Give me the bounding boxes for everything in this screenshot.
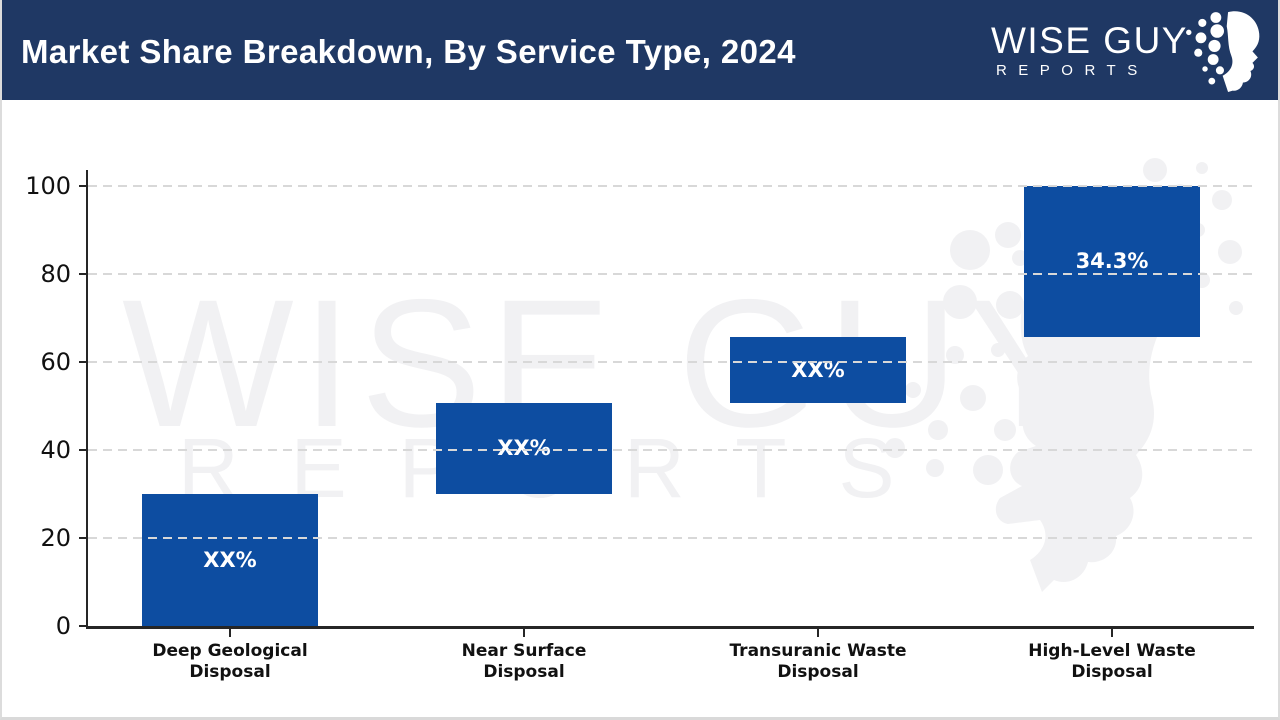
y-tick-label-20: 20 — [40, 524, 71, 552]
y-tick-label-60: 60 — [40, 348, 71, 376]
brand-face-icon — [1186, 11, 1260, 92]
gridline-60 — [88, 361, 1254, 363]
y-axis-spine — [86, 170, 88, 629]
bar-value-label-deep-geological-disposal: XX% — [203, 548, 257, 572]
bar-transuranic-waste-disposal: XX% — [730, 336, 906, 403]
brand-name: WISE GUY — [990, 19, 1188, 61]
x-category-label-deep-geological-disposal: Deep Geological Disposal — [152, 641, 308, 682]
brand-logo-text: WISE GUY REPORTS — [990, 19, 1188, 80]
brand-logo: WISE GUY REPORTS — [991, 8, 1266, 92]
header-bar: Market Share Breakdown, By Service Type,… — [0, 0, 1280, 100]
bar-value-label-high-level-waste-disposal: 34.3% — [1075, 249, 1149, 274]
y-tick-80 — [79, 273, 88, 275]
gridline-100 — [88, 185, 1254, 187]
y-tick-label-80: 80 — [40, 260, 71, 288]
x-axis-spine — [86, 626, 1254, 629]
x-tick-deep-geological-disposal — [229, 628, 231, 637]
y-tick-60 — [79, 361, 88, 363]
gridline-40 — [88, 449, 1254, 451]
bar-deep-geological-disposal: XX% — [142, 494, 318, 626]
bar-near-surface-disposal: XX% — [436, 402, 612, 494]
x-category-label-high-level-waste-disposal: High-Level Waste Disposal — [1028, 641, 1196, 682]
x-tick-near-surface-disposal — [523, 628, 525, 637]
x-tick-transuranic-waste-disposal — [817, 628, 819, 637]
y-tick-label-0: 0 — [55, 612, 71, 640]
chart-title: Market Share Breakdown, By Service Type,… — [21, 33, 796, 70]
y-tick-20 — [79, 537, 88, 539]
bar-high-level-waste-disposal: 34.3% — [1024, 186, 1200, 337]
y-tick-40 — [79, 449, 88, 451]
y-tick-100 — [79, 185, 88, 187]
y-tick-label-40: 40 — [40, 436, 71, 464]
x-category-label-near-surface-disposal: Near Surface Disposal — [461, 641, 587, 682]
gridline-20 — [88, 537, 1254, 539]
bar-value-label-near-surface-disposal: XX% — [497, 436, 551, 461]
x-tick-high-level-waste-disposal — [1111, 628, 1113, 637]
gridline-80 — [88, 273, 1254, 275]
y-tick-0 — [79, 625, 88, 627]
brand-subname: REPORTS — [995, 62, 1149, 80]
x-category-label-transuranic-waste-disposal: Transuranic Waste Disposal — [729, 641, 907, 682]
y-tick-label-100: 100 — [25, 172, 71, 200]
